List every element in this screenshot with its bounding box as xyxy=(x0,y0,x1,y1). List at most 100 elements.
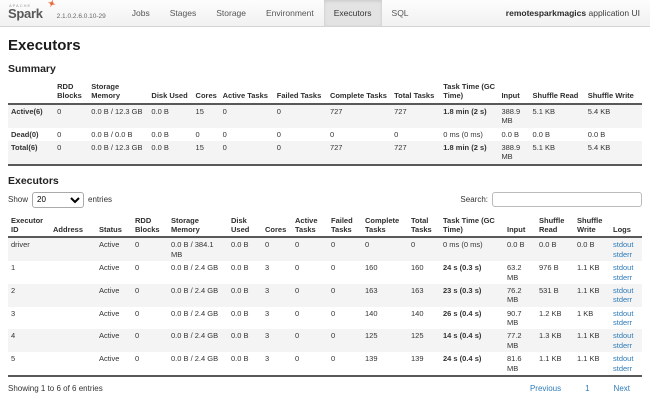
cell-rdd-blocks: 0 xyxy=(57,129,62,139)
tab-environment[interactable]: Environment xyxy=(266,8,314,18)
stderr-link[interactable]: stderr xyxy=(613,363,633,373)
summary-table: RDD Blocks Storage Memory Disk Used Cores Ac… xyxy=(8,80,642,166)
executor-row-4: 4 Active 0 0.0 B / 2.4 GB 0.0 B 3 0 0 125 125 14 s… xyxy=(8,329,642,353)
cell-disk-used: 0.0 B xyxy=(231,354,249,364)
cell-storage-memory: 0.0 B / 12.3 GB xyxy=(91,142,143,152)
cell-cores: 3 xyxy=(265,331,270,341)
cell-cores: 15 xyxy=(195,106,204,116)
stdout-link[interactable]: stdout xyxy=(613,285,634,295)
cell-rdd-blocks: 0 xyxy=(135,263,140,273)
col-header-shuffle-write[interactable]: Shuffle Write xyxy=(574,213,610,239)
search-input[interactable] xyxy=(492,192,642,208)
col-header-cores[interactable]: Cores xyxy=(262,213,292,239)
cell-status: Active xyxy=(99,240,120,250)
col-header-active-tasks[interactable]: Active Tasks xyxy=(292,213,328,239)
cell-input: 0.0 B xyxy=(507,240,525,250)
stdout-link[interactable]: stdout xyxy=(613,331,634,341)
page-number-button[interactable]: 1 xyxy=(585,383,590,393)
col-header-task-time-gc-time[interactable]: Task Time (GC Time) xyxy=(440,213,504,239)
col-header-total-tasks[interactable]: Total Tasks xyxy=(408,213,440,239)
col-header-input: Input xyxy=(498,80,530,105)
col-header-rdd-blocks[interactable]: RDD Blocks xyxy=(132,213,168,239)
tab-storage[interactable]: Storage xyxy=(216,8,247,18)
cell-id: driver xyxy=(11,240,30,250)
cell-rdd-blocks: 0 xyxy=(135,240,140,250)
next-page-button[interactable]: Next xyxy=(613,383,630,393)
cell-cores: 0 xyxy=(195,129,200,139)
application-ui-suffix: application UI xyxy=(586,8,640,18)
col-header-failed-tasks[interactable]: Failed Tasks xyxy=(328,213,362,239)
cell-logs: stdout stderr xyxy=(610,261,642,284)
cell-failed-tasks: 0 xyxy=(331,263,336,273)
cell-shuffle-write: 1.1 KB xyxy=(577,331,600,341)
cell-status: Active xyxy=(99,285,120,295)
search-wrap: Search: xyxy=(460,192,642,208)
summary-row-label: Total(6) xyxy=(11,142,38,152)
cell-complete-tasks: 139 xyxy=(365,354,378,364)
cell-failed-tasks: 0 xyxy=(276,106,281,116)
col-header-input[interactable]: Input xyxy=(504,213,536,239)
col-header-logs[interactable]: Logs xyxy=(610,213,642,239)
spark-logo[interactable]: APACHE Spark ✦ 2.1.0.2.6.0.10-29 xyxy=(8,0,106,26)
executor-row-2: 2 Active 0 0.0 B / 2.4 GB 0.0 B 3 0 0 163 163 23 s… xyxy=(8,283,642,307)
cell-logs: stdout stderr xyxy=(610,329,642,352)
cell-complete-tasks: 163 xyxy=(365,285,378,295)
stderr-link[interactable]: stderr xyxy=(613,340,633,350)
cell-disk-used: 0.0 B xyxy=(151,106,169,116)
cell-disk-used: 0.0 B xyxy=(231,308,249,318)
col-header-shuffle-read[interactable]: Shuffle Read xyxy=(536,213,574,239)
cell-complete-tasks: 125 xyxy=(365,331,378,341)
executor-row-1: 1 Active 0 0.0 B / 2.4 GB 0.0 B 3 0 0 160 160 24 s… xyxy=(8,261,642,284)
cell-disk-used: 0.0 B xyxy=(231,331,249,341)
cell-status: Active xyxy=(99,331,120,341)
cell-task-time: 26 s (0.4 s) xyxy=(443,308,482,318)
cell-total-tasks: 160 xyxy=(411,263,424,273)
cell-shuffle-read: 1.2 KB xyxy=(539,308,562,318)
cell-id: 3 xyxy=(11,308,16,318)
stdout-link[interactable]: stdout xyxy=(613,240,634,250)
tab-stages[interactable]: Stages xyxy=(169,8,197,18)
cell-active-tasks: 0 xyxy=(295,285,300,295)
cell-disk-used: 0.0 B xyxy=(151,129,169,139)
page-size-select[interactable]: 20 xyxy=(32,191,85,208)
cell-input: 90.7 MB xyxy=(507,308,522,327)
col-header-storage-memory[interactable]: Storage Memory xyxy=(168,213,228,239)
executors-heading: Executors xyxy=(8,174,59,187)
cell-task-time: 24 s (0.4 s) xyxy=(443,354,482,364)
cell-id: 2 xyxy=(11,285,16,295)
summary-header-row: RDD Blocks Storage Memory Disk Used Cores Ac… xyxy=(8,80,642,105)
stderr-link[interactable]: stderr xyxy=(613,295,633,305)
col-header-disk-used: Disk Used xyxy=(148,80,193,105)
cell-total-tasks: 139 xyxy=(411,354,424,364)
application-ui-label: remotesparkmagics application UI xyxy=(506,0,650,26)
previous-page-button[interactable]: Previous xyxy=(529,383,562,393)
col-header-address[interactable]: Address xyxy=(50,213,96,239)
stderr-link[interactable]: stderr xyxy=(613,249,633,259)
summary-heading: Summary xyxy=(8,63,56,75)
col-header-complete-tasks[interactable]: Complete Tasks xyxy=(362,213,408,239)
summary-row-label: Active(6) xyxy=(11,106,43,116)
summary-row-dead-0: Dead(0) 0 0.0 B / 0.0 B 0.0 B 0 0 0 0 0 0 ms (0 m… xyxy=(8,128,642,141)
stdout-link[interactable]: stdout xyxy=(613,308,634,318)
col-header-executor-id[interactable]: Executor ID xyxy=(8,213,50,239)
cell-active-tasks: 0 xyxy=(295,308,300,318)
cell-task-time-gc-time: 1.8 min (2 s) xyxy=(443,106,487,116)
cell-rdd-blocks: 0 xyxy=(135,354,140,364)
cell-complete-tasks: 160 xyxy=(365,263,378,273)
executor-row-5: 5 Active 0 0.0 B / 2.4 GB 0.0 B 3 0 0 139 139 24 s… xyxy=(8,352,642,376)
cell-active-tasks: 0 xyxy=(295,331,300,341)
cell-shuffle-read: 1.1 KB xyxy=(539,354,562,364)
col-header-disk-used[interactable]: Disk Used xyxy=(228,213,262,239)
cell-id: 4 xyxy=(11,331,16,341)
tab-executors[interactable]: Executors xyxy=(323,0,382,26)
stderr-link[interactable]: stderr xyxy=(613,272,633,282)
tab-jobs[interactable]: Jobs xyxy=(131,8,150,18)
stdout-link[interactable]: stdout xyxy=(613,263,634,273)
stderr-link[interactable]: stderr xyxy=(613,318,633,327)
navbar: APACHE Spark ✦ 2.1.0.2.6.0.10-29 Jobs St… xyxy=(0,0,650,27)
col-header-status[interactable]: Status xyxy=(96,213,132,239)
stdout-link[interactable]: stdout xyxy=(613,354,634,364)
tab-sql[interactable]: SQL xyxy=(391,8,409,18)
cell-cores: 3 xyxy=(265,263,270,273)
spark-brand: APACHE Spark ✦ xyxy=(8,0,56,21)
